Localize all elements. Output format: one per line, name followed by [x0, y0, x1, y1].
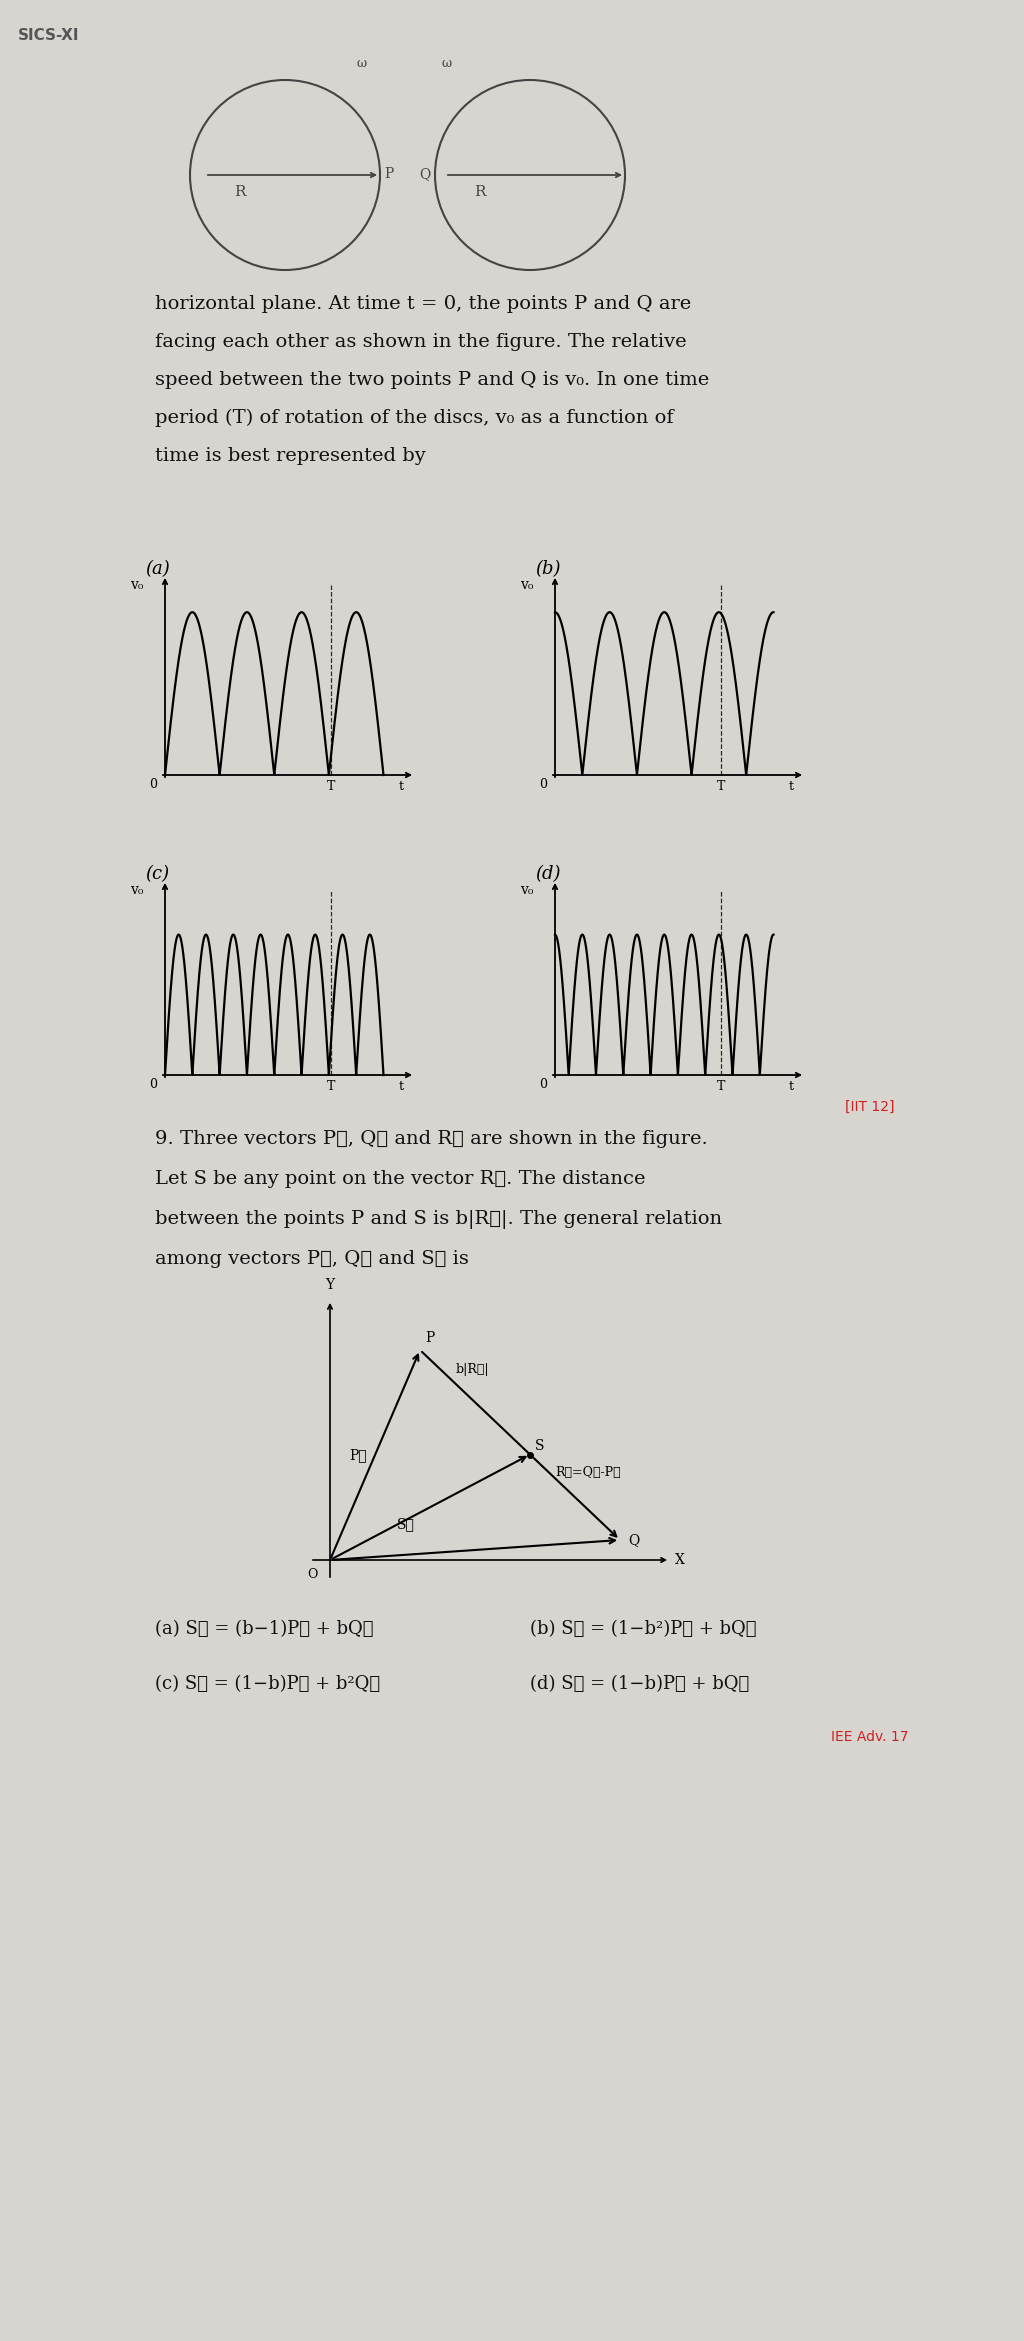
Text: (d): (d) [535, 866, 560, 883]
Text: among vectors P⃗, Q⃗ and S⃗ is: among vectors P⃗, Q⃗ and S⃗ is [155, 1250, 469, 1269]
Text: R: R [474, 185, 485, 199]
Text: Let S be any point on the vector R⃗. The distance: Let S be any point on the vector R⃗. The… [155, 1170, 645, 1187]
Text: T: T [327, 1079, 335, 1093]
Text: (a) S⃗ = (b−1)P⃗ + bQ⃗: (a) S⃗ = (b−1)P⃗ + bQ⃗ [155, 1620, 374, 1639]
Text: time is best represented by: time is best represented by [155, 447, 426, 466]
Text: S⃗: S⃗ [397, 1517, 415, 1531]
Text: P: P [425, 1332, 434, 1346]
Text: t: t [788, 780, 794, 794]
Text: (b) S⃗ = (1−b²)P⃗ + bQ⃗: (b) S⃗ = (1−b²)P⃗ + bQ⃗ [530, 1620, 757, 1639]
Text: v₀: v₀ [519, 883, 534, 897]
Text: [IIT 12]: [IIT 12] [845, 1100, 895, 1114]
Text: T: T [327, 780, 335, 794]
Text: between the points P and S is b|R⃗|. The general relation: between the points P and S is b|R⃗|. The… [155, 1210, 722, 1229]
Text: speed between the two points P and Q is v₀. In one time: speed between the two points P and Q is … [155, 370, 710, 389]
Text: ω: ω [442, 56, 452, 70]
Text: P: P [384, 166, 393, 180]
Text: v₀: v₀ [130, 578, 143, 592]
Text: Q: Q [628, 1533, 639, 1547]
Text: (d) S⃗ = (1−b)P⃗ + bQ⃗: (d) S⃗ = (1−b)P⃗ + bQ⃗ [530, 1676, 750, 1693]
Text: T: T [717, 1079, 725, 1093]
Text: 0: 0 [539, 777, 547, 791]
Text: R⃗=Q⃗-P⃗: R⃗=Q⃗-P⃗ [555, 1465, 621, 1480]
Text: ω: ω [357, 56, 367, 70]
Text: (c): (c) [145, 866, 169, 883]
Text: P⃗: P⃗ [349, 1449, 367, 1463]
Text: (b): (b) [535, 559, 560, 578]
Text: S: S [535, 1437, 545, 1451]
Text: 0: 0 [150, 777, 157, 791]
Text: Y: Y [326, 1278, 335, 1292]
Text: 0: 0 [150, 1077, 157, 1091]
Text: SICS-XI: SICS-XI [18, 28, 80, 42]
Text: T: T [717, 780, 725, 794]
Text: IEE Adv. 17: IEE Adv. 17 [831, 1730, 908, 1744]
Text: t: t [788, 1079, 794, 1093]
Text: (a): (a) [145, 559, 170, 578]
Text: v₀: v₀ [130, 883, 143, 897]
Text: t: t [398, 780, 403, 794]
Text: R: R [234, 185, 246, 199]
Text: period (T) of rotation of the discs, v₀ as a function of: period (T) of rotation of the discs, v₀ … [155, 410, 674, 428]
Text: b|R⃗|: b|R⃗| [456, 1362, 489, 1377]
Text: O: O [307, 1568, 318, 1580]
Text: 9. Three vectors P⃗, Q⃗ and R⃗ are shown in the figure.: 9. Three vectors P⃗, Q⃗ and R⃗ are shown… [155, 1131, 708, 1147]
Text: facing each other as shown in the figure. The relative: facing each other as shown in the figure… [155, 332, 687, 351]
Text: t: t [398, 1079, 403, 1093]
Text: (c) S⃗ = (1−b)P⃗ + b²Q⃗: (c) S⃗ = (1−b)P⃗ + b²Q⃗ [155, 1676, 380, 1693]
Text: X: X [675, 1552, 685, 1566]
Text: v₀: v₀ [519, 578, 534, 592]
Text: Q: Q [420, 166, 431, 180]
Text: 0: 0 [539, 1077, 547, 1091]
Text: horizontal plane. At time t = 0, the points P and Q are: horizontal plane. At time t = 0, the poi… [155, 295, 691, 314]
